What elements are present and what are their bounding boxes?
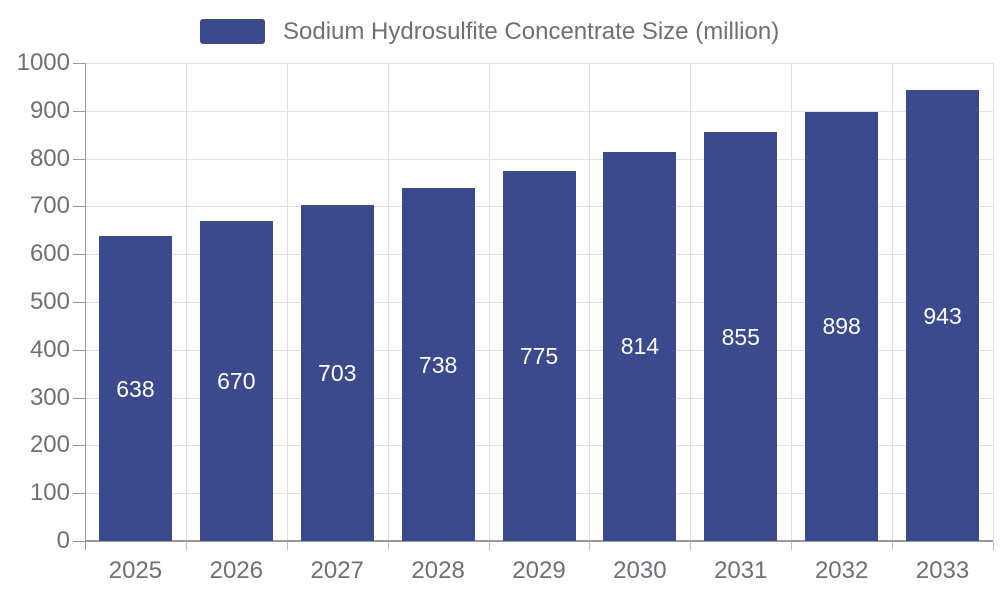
bar-value-label: 814 [620, 333, 660, 360]
y-axis-label: 400 [29, 335, 70, 363]
bar-value-label: 670 [217, 367, 256, 394]
x-axis-tick [993, 542, 994, 550]
bar[interactable] [401, 188, 475, 541]
legend-swatch [200, 19, 265, 44]
x-axis-label: 2032 [814, 557, 869, 584]
x-axis-tick [488, 542, 490, 550]
bar[interactable] [300, 204, 374, 541]
y-axis-label: 1000 [16, 49, 70, 76]
x-axis-label: 2030 [613, 557, 667, 584]
y-axis-tick [73, 397, 85, 399]
x-axis-label: 2031 [714, 557, 768, 584]
y-axis-label: 0 [56, 527, 70, 554]
bar[interactable] [805, 111, 879, 541]
y-axis-tick [73, 445, 85, 447]
vertical-gridline [690, 63, 692, 541]
x-axis-label: 2029 [512, 557, 566, 584]
vertical-gridline [286, 63, 288, 541]
bar-value-label: 638 [116, 375, 155, 402]
y-axis-label: 200 [29, 431, 70, 459]
horizontal-gridline [85, 63, 993, 64]
bar[interactable] [704, 132, 778, 541]
x-axis-tick [589, 542, 591, 550]
bar-value-label: 775 [519, 342, 559, 369]
vertical-gridline [488, 63, 490, 541]
vertical-gridline [892, 63, 894, 541]
bar[interactable] [906, 90, 980, 541]
bar-value-label: 703 [318, 359, 357, 386]
x-axis-label: 2025 [108, 557, 163, 584]
legend-item[interactable]: Sodium Hydrosulfite Concentrate Size (mi… [200, 17, 779, 46]
x-axis-label: 2026 [209, 557, 264, 584]
horizontal-gridline [85, 110, 993, 112]
bar[interactable] [502, 170, 576, 541]
y-axis-label: 900 [29, 96, 70, 124]
x-axis-label: 2027 [310, 557, 364, 584]
x-axis-tick [286, 542, 288, 550]
x-axis-line [85, 540, 993, 542]
x-axis-label: 2033 [915, 557, 970, 584]
vertical-gridline [791, 63, 793, 541]
vertical-gridline [589, 63, 591, 541]
bar-value-label: 943 [923, 302, 962, 329]
bar[interactable] [199, 220, 273, 541]
x-axis-tick [690, 542, 692, 550]
vertical-gridline [993, 63, 994, 541]
legend-label: Sodium Hydrosulfite Concentrate Size (mi… [283, 18, 780, 45]
x-axis-tick [892, 542, 894, 550]
y-axis-line [85, 63, 86, 550]
vertical-gridline [185, 63, 187, 541]
bar-value-label: 898 [822, 313, 861, 340]
y-axis-label: 800 [29, 144, 70, 172]
x-axis-tick [387, 542, 389, 550]
bar-value-label: 738 [418, 351, 458, 378]
y-axis-tick [73, 158, 85, 160]
y-axis-tick [73, 110, 85, 112]
y-axis-label: 700 [29, 192, 70, 220]
horizontal-gridline [85, 158, 993, 160]
y-axis-tick [73, 206, 85, 208]
y-axis-label: 100 [29, 479, 70, 507]
bar[interactable] [603, 151, 677, 541]
y-axis-label: 300 [29, 383, 70, 411]
x-axis-tick [791, 542, 793, 550]
y-axis-tick [73, 254, 85, 256]
vertical-gridline [387, 63, 389, 541]
y-axis-tick [73, 493, 85, 495]
y-axis-label: 500 [29, 288, 70, 315]
x-axis-tick [185, 542, 187, 550]
y-axis-tick [73, 302, 85, 303]
x-axis-label: 2028 [411, 557, 465, 584]
y-axis-tick [73, 63, 85, 64]
y-axis-tick [73, 349, 85, 351]
y-axis-tick [73, 541, 85, 542]
bar-value-label: 855 [721, 323, 760, 350]
y-axis-label: 600 [29, 240, 70, 268]
bar[interactable] [98, 236, 172, 541]
